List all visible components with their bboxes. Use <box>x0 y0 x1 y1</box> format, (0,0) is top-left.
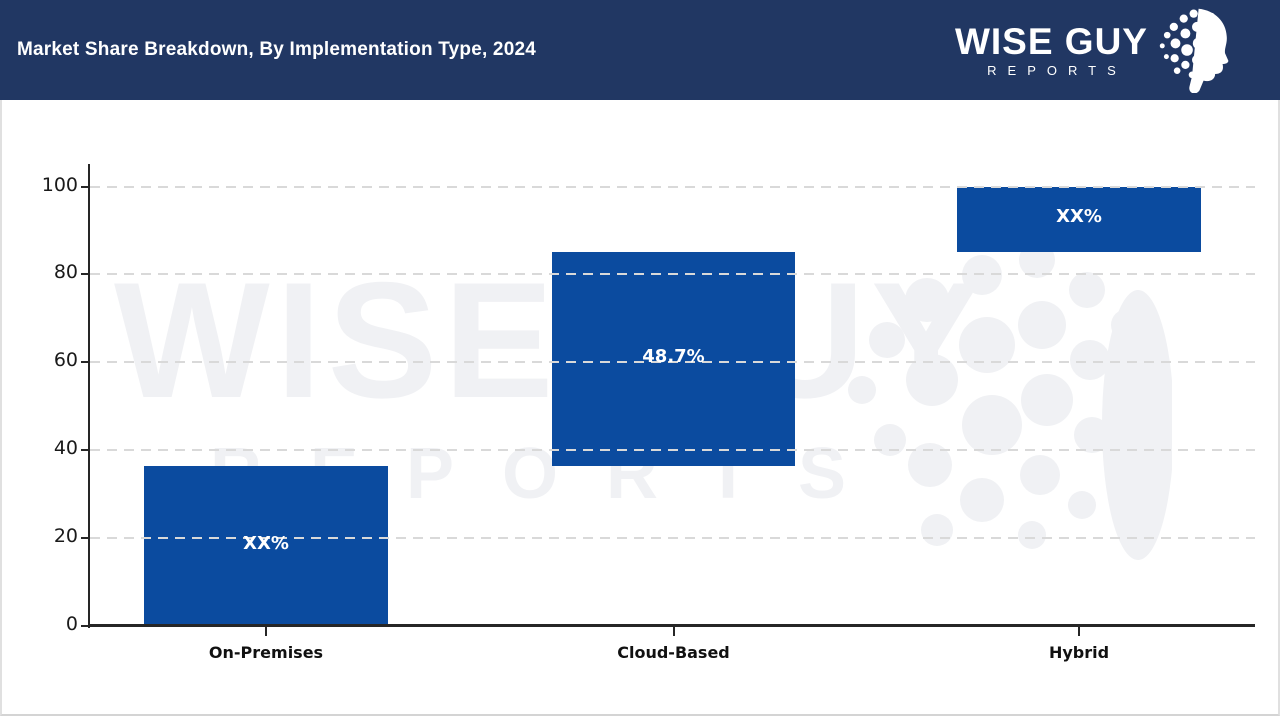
bar <box>144 465 388 626</box>
y-tick-label: 80 <box>53 261 78 284</box>
brand-wordmark: WISE GUY <box>954 21 1148 62</box>
x-tick-mark <box>1078 626 1080 636</box>
y-tick-mark <box>81 624 90 627</box>
gridline <box>90 361 1255 364</box>
gridline <box>90 536 1255 539</box>
y-tick-label: 60 <box>53 349 78 372</box>
bar <box>957 186 1201 252</box>
bar-value-label: XX% <box>1056 206 1102 228</box>
x-tick-mark <box>265 626 267 636</box>
bar-value-label: 48.7% <box>642 345 705 367</box>
y-tick-label: 0 <box>65 612 78 635</box>
bar <box>551 251 796 466</box>
gridline <box>90 185 1255 188</box>
chart-area: WISE GUY REPORTS 0 20 40 60 80 100 XX% On-Premi… <box>0 100 1280 716</box>
y-tick-mark <box>81 273 90 276</box>
brand-logo: WISE GUY REPORTS <box>955 7 1230 93</box>
brand-logo-text: WISE GUY REPORTS <box>955 23 1148 77</box>
gridline <box>90 273 1255 276</box>
brand-subtitle: REPORTS <box>987 63 1127 78</box>
brand-head-icon <box>1159 8 1229 93</box>
y-tick-label: 20 <box>53 524 78 547</box>
bar-value-label: XX% <box>243 532 289 554</box>
x-axis-label: Hybrid <box>1048 642 1110 662</box>
y-axis-line <box>88 164 90 628</box>
gridline <box>90 448 1255 451</box>
y-tick-label: 100 <box>41 173 78 196</box>
header: Market Share Breakdown, By Implementatio… <box>0 0 1280 100</box>
x-axis-label: On-Premises <box>208 642 324 662</box>
plot: 0 20 40 60 80 100 XX% On-Premises 48.7% Cloud-Bas… <box>2 100 1278 714</box>
chart-title: Market Share Breakdown, By Implementatio… <box>17 39 536 60</box>
x-tick-mark <box>672 626 675 636</box>
x-axis-label: Cloud-Based <box>617 642 730 662</box>
y-tick-mark <box>81 361 90 364</box>
y-tick-label: 40 <box>53 436 78 459</box>
y-tick-mark <box>81 536 90 539</box>
y-tick-mark <box>81 448 90 451</box>
y-tick-mark <box>81 185 90 188</box>
x-axis-line <box>88 624 1255 627</box>
